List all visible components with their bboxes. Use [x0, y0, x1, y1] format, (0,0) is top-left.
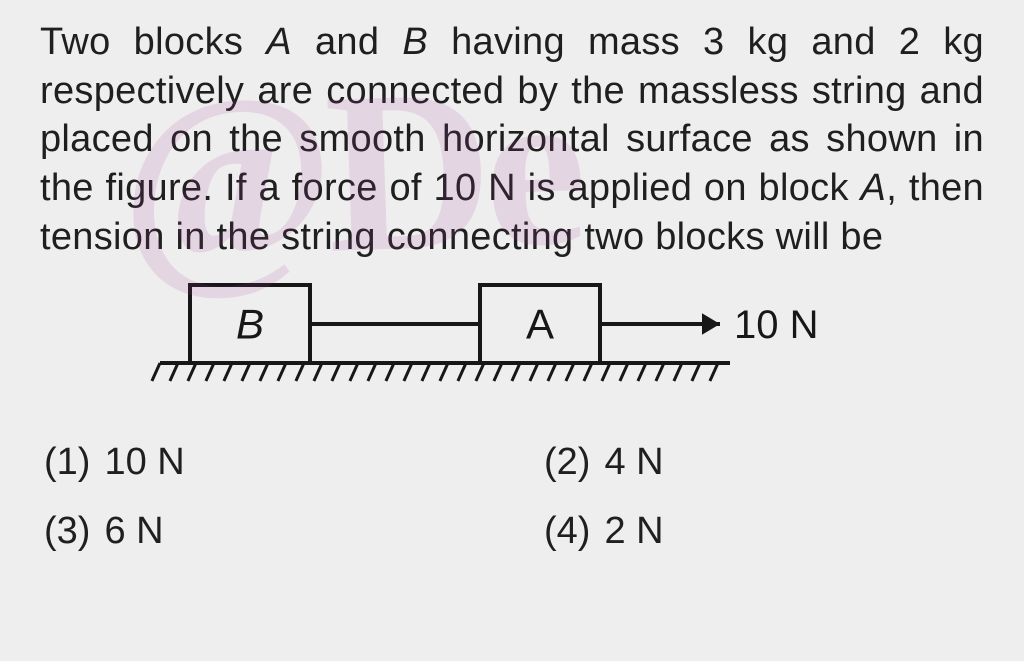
option-4: (4) 2 N	[544, 510, 984, 553]
option-3-label: 6 N	[104, 510, 163, 553]
option-4-num: (4)	[544, 510, 590, 553]
option-2-label: 4 N	[604, 441, 663, 484]
svg-text:A: A	[526, 301, 554, 348]
option-1-num: (1)	[44, 441, 90, 484]
option-2: (2) 4 N	[544, 441, 984, 484]
options-grid: (1) 10 N (2) 4 N (3) 6 N (4) 2 N	[40, 441, 984, 553]
page-root: @De Two blocks A and B having mass 3 kg …	[0, 0, 1024, 661]
figure-container: B A 10 N	[40, 275, 984, 415]
svg-text:10 N: 10 N	[734, 303, 819, 347]
option-2-num: (2)	[544, 441, 590, 484]
blocks-figure: B A 10 N	[150, 275, 850, 415]
option-4-label: 2 N	[604, 510, 663, 553]
option-3: (3) 6 N	[44, 510, 484, 553]
option-3-num: (3)	[44, 510, 90, 553]
question-text: Two blocks A and B having mass 3 kg and …	[40, 18, 984, 261]
option-1-label: 10 N	[104, 441, 184, 484]
option-1: (1) 10 N	[44, 441, 484, 484]
svg-text:B: B	[236, 301, 264, 348]
